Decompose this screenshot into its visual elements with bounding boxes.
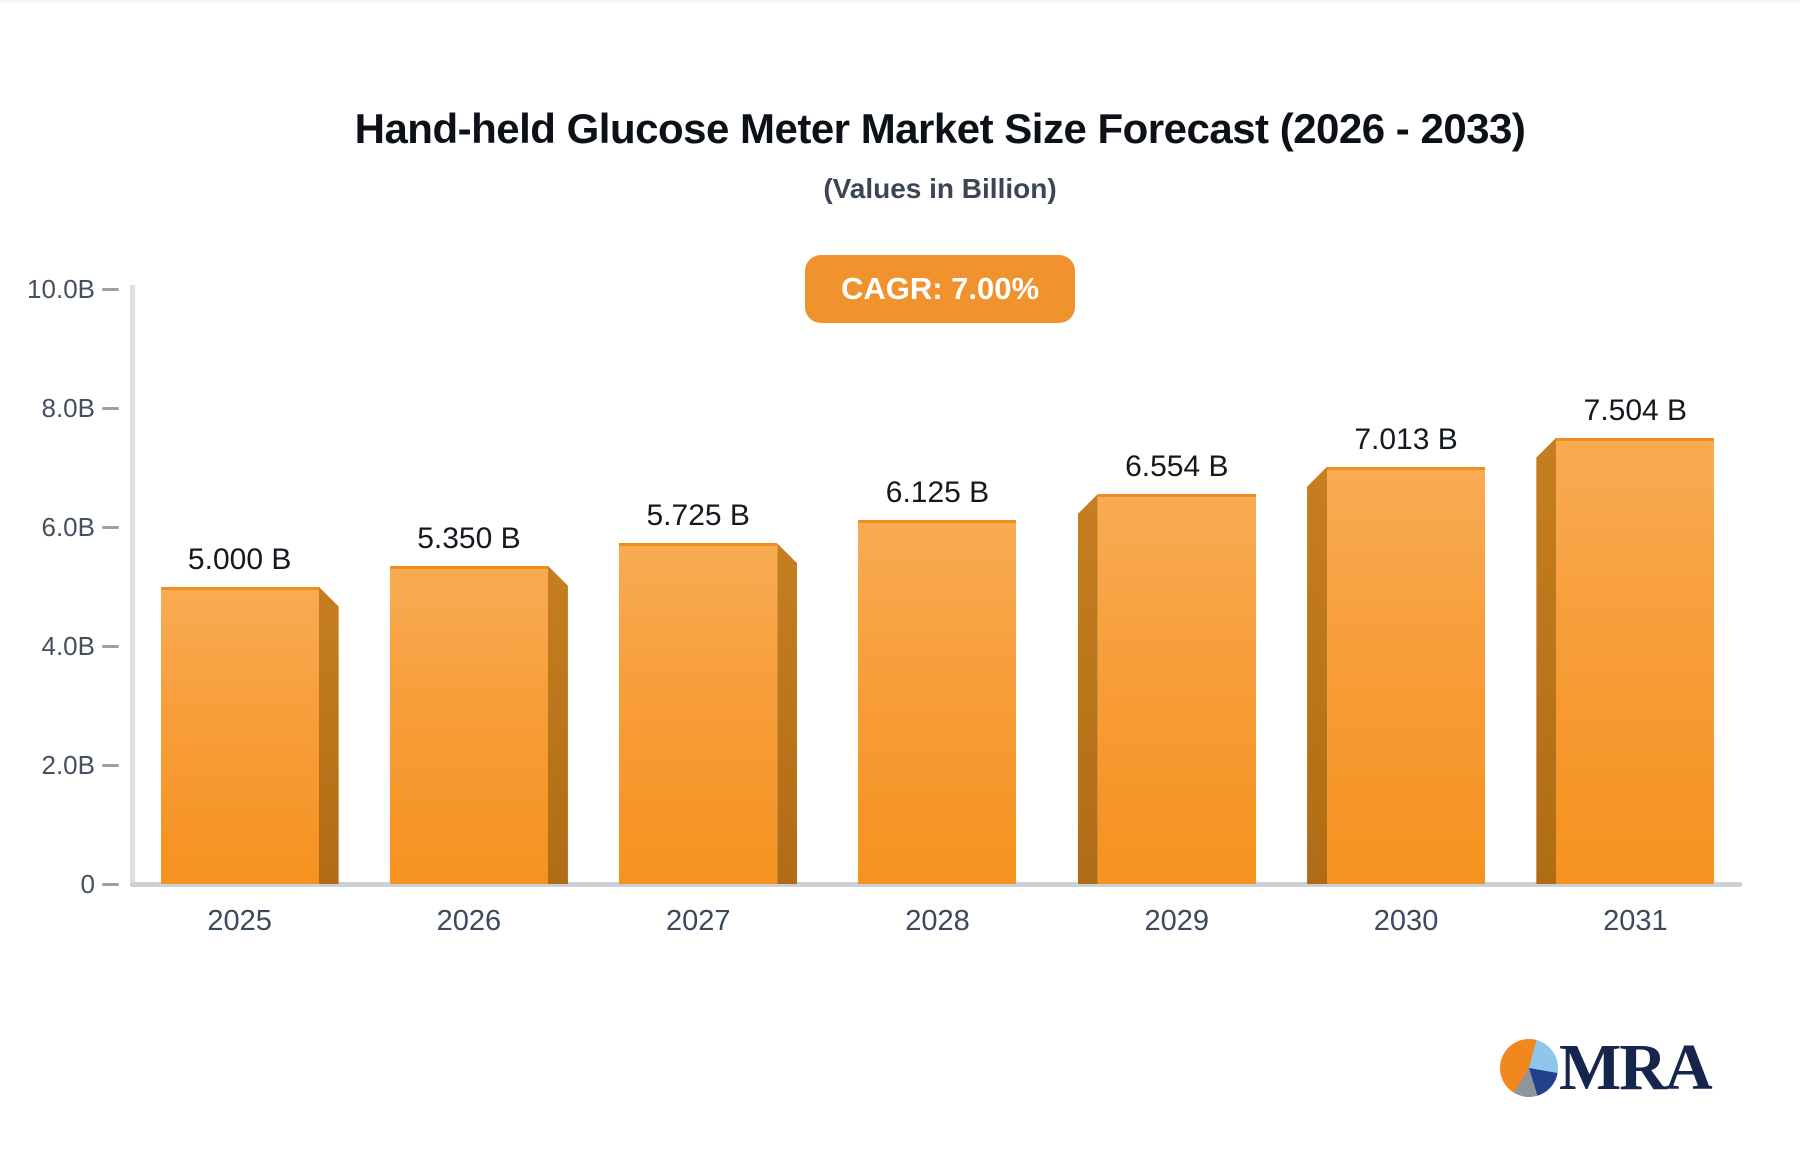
bar-front-face [1097, 494, 1256, 884]
bar-side-face [1077, 494, 1098, 884]
y-axis-tick-label: 6.0B [41, 512, 96, 542]
plot-area: 10.0B 8.0B 6.0B 4.0B 2.0B 0 5.000 B 2025 5.350 … [0, 276, 1800, 937]
y-axis-tick-mark [102, 407, 119, 410]
y-axis-tick-label: 4.0B [41, 631, 96, 661]
bar-side-face [547, 565, 568, 884]
bar-group: 6.554 B 2029 [1052, 289, 1281, 937]
bar-value-label: 6.554 B [1125, 450, 1229, 484]
mra-logo: MRA [1500, 1031, 1713, 1104]
x-axis-line [130, 882, 1742, 887]
y-axis-tick-mark [102, 645, 119, 648]
bar-value-label: 5.350 B [417, 521, 521, 555]
chart-title: Hand-held Glucose Meter Market Size Fore… [354, 105, 1526, 152]
y-axis-line [130, 285, 135, 886]
x-axis-label: 2026 [436, 905, 502, 937]
bar-side-face [1307, 466, 1328, 884]
x-axis-label: 2025 [207, 905, 272, 937]
bar-side-face [777, 543, 798, 884]
bar-series: 5.000 B 2025 5.350 B 2026 5.725 B 2027 6.125 B… [135, 289, 1740, 937]
y-axis-tick-mark [102, 764, 119, 767]
bar-group: 6.125 B 2028 [823, 289, 1052, 937]
page-top-border [0, 0, 1800, 3]
cagr-badge: CAGR: 7.00% [804, 255, 1076, 323]
logo-text: MRA [1559, 1031, 1713, 1104]
bar: 7.504 B 2031 [1536, 394, 1715, 937]
y-axis-tick-mark [102, 883, 119, 886]
bar-value-label: 6.125 B [885, 475, 990, 509]
x-axis-label: 2031 [1603, 905, 1668, 937]
bar-value-label: 5.725 B [646, 499, 750, 533]
bar-front-face [1556, 437, 1715, 884]
y-axis-tick-label: 0 [80, 869, 95, 899]
y-axis-tick-mark [102, 288, 119, 291]
bar-front-face [858, 519, 1017, 884]
bar-front-face [389, 565, 548, 884]
y-axis-tick-label: 8.0B [41, 393, 96, 423]
bar-front-face [1327, 466, 1486, 884]
bar-group: 5.000 B 2025 [135, 289, 364, 937]
bar: 5.725 B 2027 [619, 499, 798, 937]
bar-side-face [318, 586, 339, 884]
y-axis-tick-label: 10.0B [27, 274, 95, 304]
bar: 6.554 B 2029 [1077, 450, 1256, 937]
x-axis-label: 2028 [905, 905, 970, 937]
bar: 5.000 B 2025 [160, 543, 339, 937]
y-axis-tick-label: 2.0B [41, 750, 96, 780]
cagr-badge-wrap: CAGR: 7.00% [80, 255, 1800, 323]
bar-value-label: 7.504 B [1583, 393, 1688, 427]
bar: 6.125 B 2028 [848, 476, 1026, 937]
bar-group: 5.350 B 2026 [364, 289, 593, 937]
bar-front-face [160, 586, 319, 884]
bar-group: 5.725 B 2027 [594, 289, 823, 937]
bar-value-label: 5.000 B [187, 542, 292, 576]
x-axis-label: 2027 [665, 905, 731, 937]
chart-subtitle: (Values in Billion) [823, 173, 1057, 204]
y-axis-tick-mark [102, 526, 119, 529]
bar-side-face [1536, 437, 1557, 884]
x-axis-label: 2030 [1373, 905, 1439, 937]
bar-value-label: 7.013 B [1354, 422, 1458, 456]
bar-group: 7.504 B 2031 [1511, 289, 1740, 937]
x-axis-label: 2029 [1144, 905, 1210, 937]
bar-front-face [619, 543, 778, 884]
bar: 7.013 B 2030 [1307, 423, 1486, 937]
bar: 5.350 B 2026 [389, 522, 568, 937]
bar-group: 7.013 B 2030 [1281, 289, 1510, 937]
pie-chart-logo-icon [1500, 1039, 1558, 1097]
